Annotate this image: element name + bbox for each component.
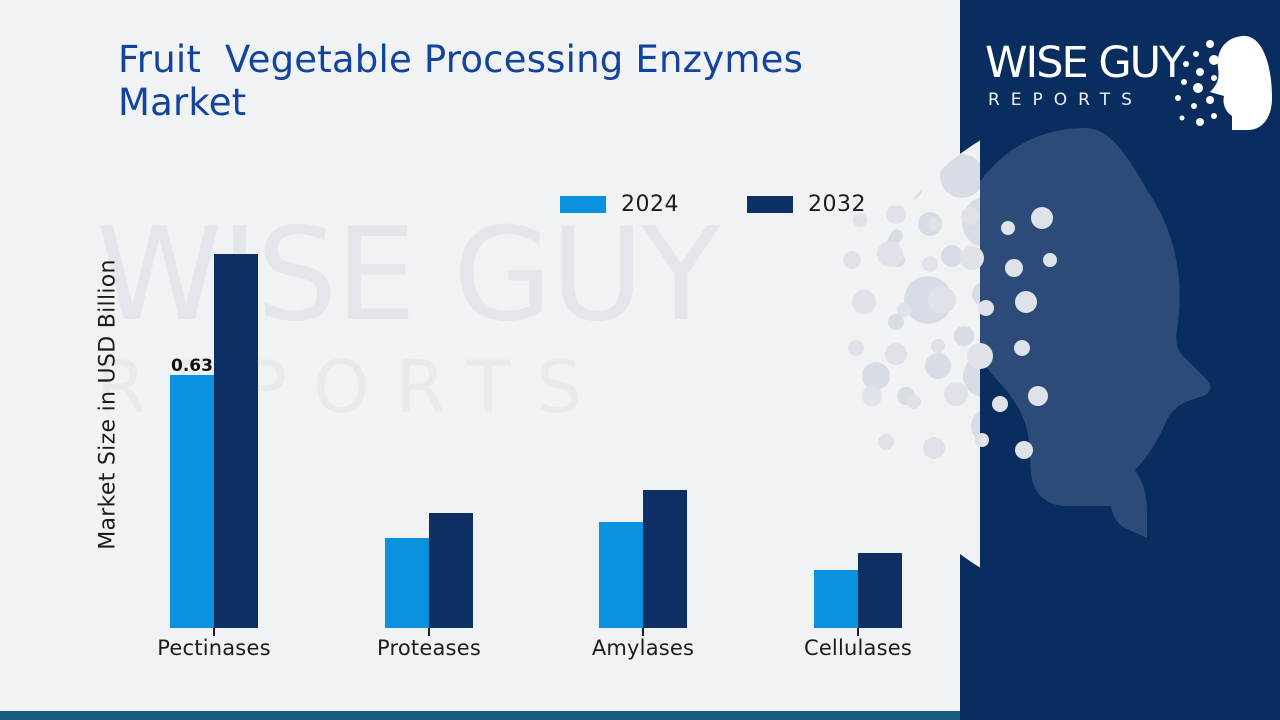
logo-primary-text: WISE GUY bbox=[985, 38, 1185, 88]
bar-cellulases-2024[interactable] bbox=[814, 570, 858, 628]
page-title: Fruit Vegetable Processing Enzymes Marke… bbox=[118, 38, 816, 124]
chart-legend: 2024 2032 bbox=[560, 192, 866, 217]
brand-logo[interactable]: WISE GUY REPORTS bbox=[980, 35, 1272, 148]
category-label-pectinases: Pectinases bbox=[157, 636, 271, 660]
logo-secondary-text: REPORTS bbox=[988, 90, 1143, 110]
category-label-cellulases: Cellulases bbox=[803, 636, 913, 660]
bar-proteases-2024[interactable] bbox=[385, 538, 429, 628]
axis-tick-proteases bbox=[428, 628, 430, 636]
legend-item-2032[interactable]: 2032 bbox=[747, 192, 866, 217]
category-label-amylases: Amylases bbox=[591, 636, 695, 660]
bar-pectinases-2024[interactable] bbox=[170, 375, 214, 628]
legend-swatch-2024 bbox=[560, 196, 606, 213]
bar-amylases-2024[interactable] bbox=[599, 522, 643, 628]
head-silhouette-icon bbox=[960, 128, 1211, 538]
bar-value-pectinases-2024: 0.63 bbox=[171, 356, 213, 376]
footer-accent-bar bbox=[0, 711, 960, 720]
axis-tick-pectinases bbox=[213, 628, 215, 636]
axis-tick-cellulases bbox=[857, 628, 859, 636]
axis-tick-amylases bbox=[642, 628, 644, 636]
legend-label-2024: 2024 bbox=[621, 192, 679, 217]
category-label-proteases: Proteases bbox=[377, 636, 481, 660]
legend-swatch-2032 bbox=[747, 196, 793, 213]
legend-item-2024[interactable]: 2024 bbox=[560, 192, 679, 217]
bar-amylases-2032[interactable] bbox=[643, 490, 687, 628]
brand-panel bbox=[960, 0, 1280, 720]
legend-label-2032: 2032 bbox=[808, 192, 866, 217]
plot-area: Market Size in USD Billion 0.63 Pectinas… bbox=[95, 254, 913, 660]
bar-proteases-2032[interactable] bbox=[429, 513, 473, 628]
bar-cellulases-2032[interactable] bbox=[858, 553, 902, 628]
bar-pectinases-2032[interactable] bbox=[214, 254, 258, 628]
y-axis-title: Market Size in USD Billion bbox=[95, 259, 121, 550]
logo-head-dots-icon bbox=[1175, 35, 1272, 130]
